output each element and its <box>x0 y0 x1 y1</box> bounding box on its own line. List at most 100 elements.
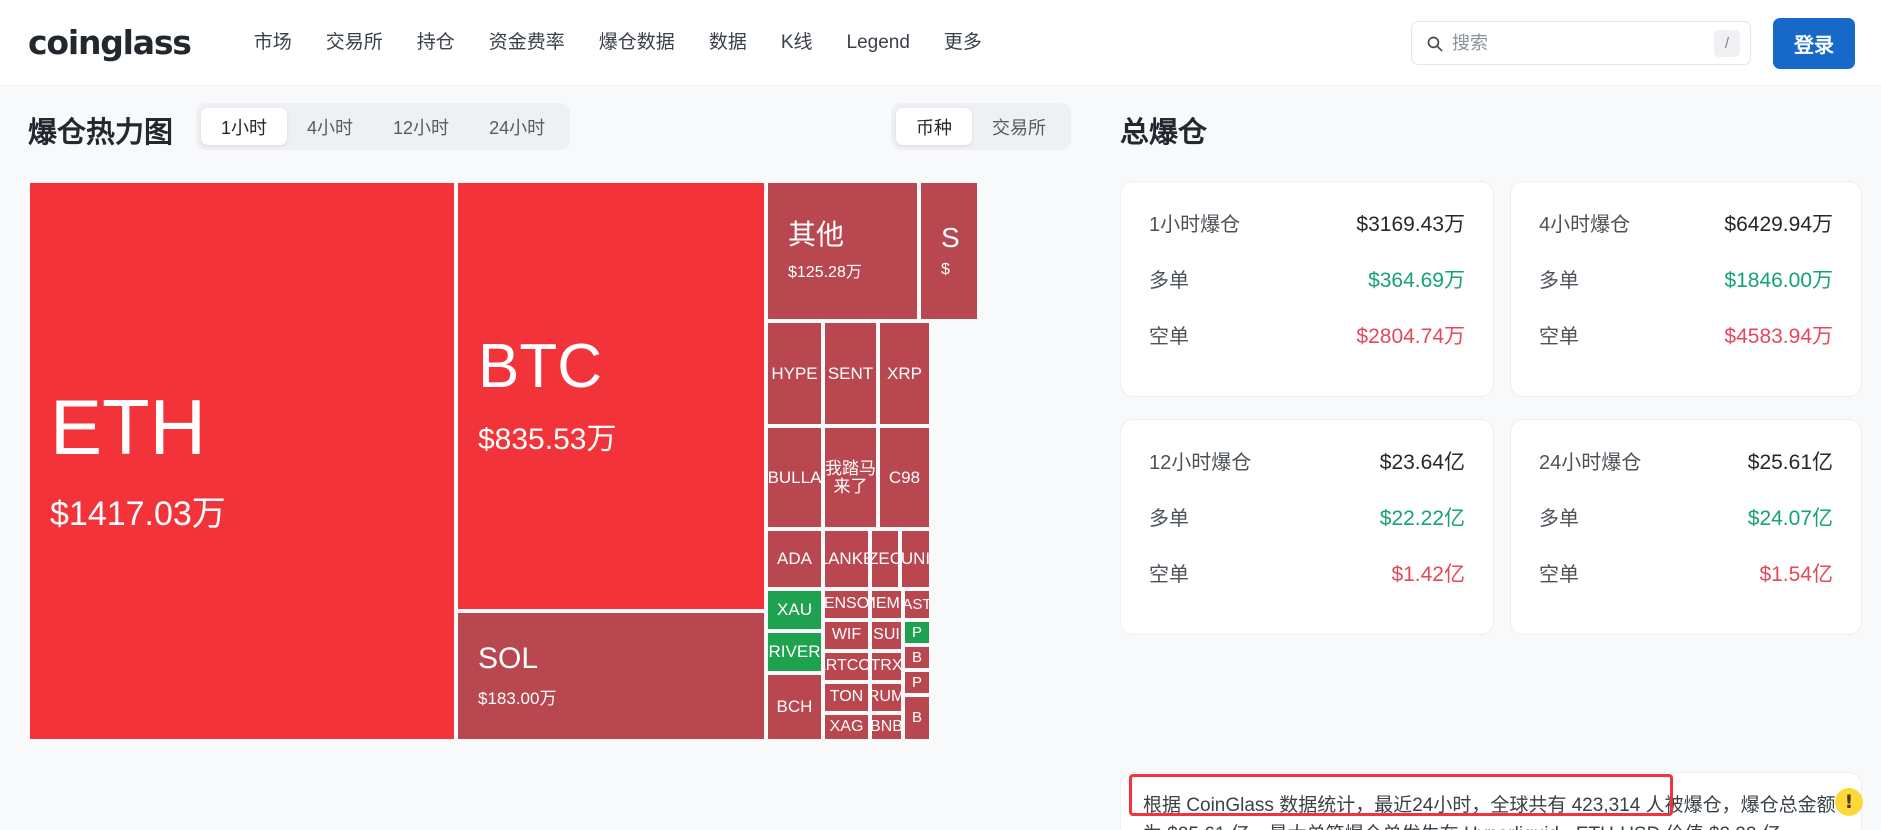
nav-link-1[interactable]: 交易所 <box>325 31 383 53</box>
treemap-tile[interactable]: ADA <box>766 529 823 589</box>
treemap-tile[interactable]: TRUMP <box>870 682 903 713</box>
nav-link-2[interactable]: 持仓 <box>416 31 455 53</box>
treemap-tile[interactable]: BNB <box>870 713 903 741</box>
primary-nav: 市场 交易所 持仓 资金费率 爆仓数据 数据 K线 Legend 更多 <box>237 0 999 86</box>
card-row: 多单 $24.07亿 <box>1539 502 1833 532</box>
stat-card-4h[interactable]: 4小时爆仓 $6429.94万 多单 $1846.00万 空单 $4583.94万 <box>1510 181 1862 397</box>
mode-tab-1[interactable]: 交易所 <box>992 117 1046 138</box>
treemap-tile-name: TRUMP <box>872 688 903 706</box>
treemap-tile-value: $835.53万 <box>478 423 617 457</box>
treemap-tile[interactable]: SOL $183.00万 <box>456 611 766 741</box>
treemap-tile[interactable]: BULLA <box>766 426 823 529</box>
nav-link-0[interactable]: 市场 <box>253 31 292 53</box>
treemap-tile[interactable]: BTC $835.53万 <box>456 181 766 611</box>
stat-card-24h[interactable]: 24小时爆仓 $25.61亿 多单 $24.07亿 空单 $1.54亿 <box>1510 419 1862 635</box>
timeframe-tab-3[interactable]: 24小时 <box>489 117 546 138</box>
treemap-tile-name: BNB <box>870 717 903 735</box>
card-long-label: 多单 <box>1149 508 1189 530</box>
totals-title: 总爆仓 <box>1120 117 1208 149</box>
treemap-tile-name: XAU <box>777 600 812 620</box>
treemap-tile[interactable]: ZEC <box>870 529 900 589</box>
search-input[interactable] <box>1452 32 1714 54</box>
treemap-tile[interactable]: HYPE <box>766 321 823 426</box>
treemap-tile[interactable]: 我踏马来了 <box>823 426 878 529</box>
card-row: 空单 $4583.94万 <box>1539 320 1833 350</box>
card-long-label: 多单 <box>1539 508 1579 530</box>
treemap-tile[interactable]: B <box>903 645 931 670</box>
card-short-label: 空单 <box>1149 564 1189 586</box>
treemap-tile[interactable]: XAU <box>766 589 823 631</box>
treemap-tile[interactable]: FARTCOIN <box>823 651 870 682</box>
search-shortcut-key: / <box>1714 29 1740 57</box>
treemap-tile-name: RIVER <box>768 642 821 662</box>
treemap-tile[interactable]: B <box>903 695 931 741</box>
treemap-tile-name: TRX <box>870 657 903 675</box>
treemap-tile[interactable]: MEME <box>870 589 903 620</box>
treemap-tile-name: C98 <box>888 467 921 487</box>
card-short-label: 空单 <box>1539 326 1579 348</box>
treemap-tile[interactable]: S $ <box>919 181 979 321</box>
card-row: 1小时爆仓 $3169.43万 <box>1149 208 1465 238</box>
treemap-tile[interactable]: CLANKER <box>823 529 870 589</box>
treemap-tile[interactable]: XRP <box>878 321 931 426</box>
treemap-tile[interactable]: SENT <box>823 321 878 426</box>
summary-panel: 根据 CoinGlass 数据统计，最近24小时，全球共有 423,314 人被… <box>1120 772 1862 830</box>
treemap-tile-name: S <box>941 222 960 254</box>
treemap-tile[interactable]: TON <box>823 682 870 713</box>
search-box[interactable]: / <box>1411 21 1751 65</box>
card-period-label: 1小时爆仓 <box>1149 214 1241 236</box>
help-icon[interactable]: ! <box>1835 788 1863 816</box>
card-row: 多单 $1846.00万 <box>1539 264 1833 294</box>
card-row: 12小时爆仓 $23.64亿 <box>1149 446 1465 476</box>
nav-link-6[interactable]: K线 <box>780 31 813 53</box>
stat-card-12h[interactable]: 12小时爆仓 $23.64亿 多单 $22.22亿 空单 $1.42亿 <box>1120 419 1494 635</box>
card-row: 多单 $22.22亿 <box>1149 502 1465 532</box>
treemap-tile[interactable]: UNI <box>900 529 931 589</box>
treemap-tile[interactable]: ENSO <box>823 589 870 620</box>
treemap-tile-name: UNI <box>900 549 931 569</box>
card-period-label: 24小时爆仓 <box>1539 452 1642 474</box>
nav-link-3[interactable]: 资金费率 <box>488 31 565 53</box>
treemap-tile-name: P <box>911 623 922 641</box>
coinglass-logo[interactable]: coinglass <box>28 23 192 62</box>
timeframe-tab-2[interactable]: 12小时 <box>393 117 450 138</box>
treemap-tile-name: SENT <box>827 363 874 383</box>
treemap-tile-name: B <box>911 648 922 666</box>
treemap-tile-name: 我踏马来了 <box>825 458 876 496</box>
treemap-tile-name: MEME <box>872 595 901 613</box>
treemap-tile[interactable]: WIF <box>823 620 870 651</box>
mode-tab-0[interactable]: 币种 <box>896 108 972 145</box>
nav-link-7[interactable]: Legend <box>846 31 910 53</box>
treemap-tile-name: ENSO <box>823 595 870 613</box>
treemap-tile[interactable]: RIVER <box>766 631 823 673</box>
card-row: 多单 $364.69万 <box>1149 264 1465 294</box>
nav-link-4[interactable]: 爆仓数据 <box>598 31 675 53</box>
timeframe-tab-0[interactable]: 1小时 <box>201 108 288 145</box>
treemap-tile-value: $125.28万 <box>788 263 862 281</box>
treemap-tile[interactable]: C98 <box>878 426 931 529</box>
treemap-tile[interactable]: AST <box>903 589 931 620</box>
page-body: 爆仓热力图 1小时 4小时 12小时 24小时 币种 交易所 总爆仓 ETH $1417.… <box>0 86 1881 830</box>
treemap-tile[interactable]: P <box>903 620 931 645</box>
stat-card-1h[interactable]: 1小时爆仓 $3169.43万 多单 $364.69万 空单 $2804.74万 <box>1120 181 1494 397</box>
treemap-tile[interactable]: SUI <box>870 620 903 651</box>
treemap-tile[interactable]: XAG <box>823 713 870 741</box>
timeframe-segmented-control: 1小时 4小时 12小时 24小时 <box>196 103 571 150</box>
card-long-value: $364.69万 <box>1368 269 1465 292</box>
treemap-tile-name: WIF <box>831 626 862 644</box>
nav-link-5[interactable]: 数据 <box>708 31 747 53</box>
treemap-tile[interactable]: TRX <box>870 651 903 682</box>
treemap-tile[interactable]: ETH $1417.03万 <box>28 181 456 741</box>
card-long-value: $1846.00万 <box>1724 269 1833 292</box>
summary-text: 根据 CoinGlass 数据统计，最近24小时，全球共有 423,314 人被… <box>1143 795 1836 830</box>
treemap-tile-name: CLANKER <box>825 549 868 569</box>
card-row: 4小时爆仓 $6429.94万 <box>1539 208 1833 238</box>
login-button[interactable]: 登录 <box>1773 17 1855 69</box>
timeframe-tab-1[interactable]: 4小时 <box>307 117 354 138</box>
treemap-tile[interactable]: 其他 $125.28万 <box>766 181 919 321</box>
nav-link-8[interactable]: 更多 <box>943 31 982 53</box>
treemap-tile[interactable]: P <box>903 670 931 695</box>
treemap-tile-name: TON <box>829 688 864 706</box>
treemap-tile[interactable]: BCH <box>766 673 823 741</box>
card-period-label: 12小时爆仓 <box>1149 452 1252 474</box>
